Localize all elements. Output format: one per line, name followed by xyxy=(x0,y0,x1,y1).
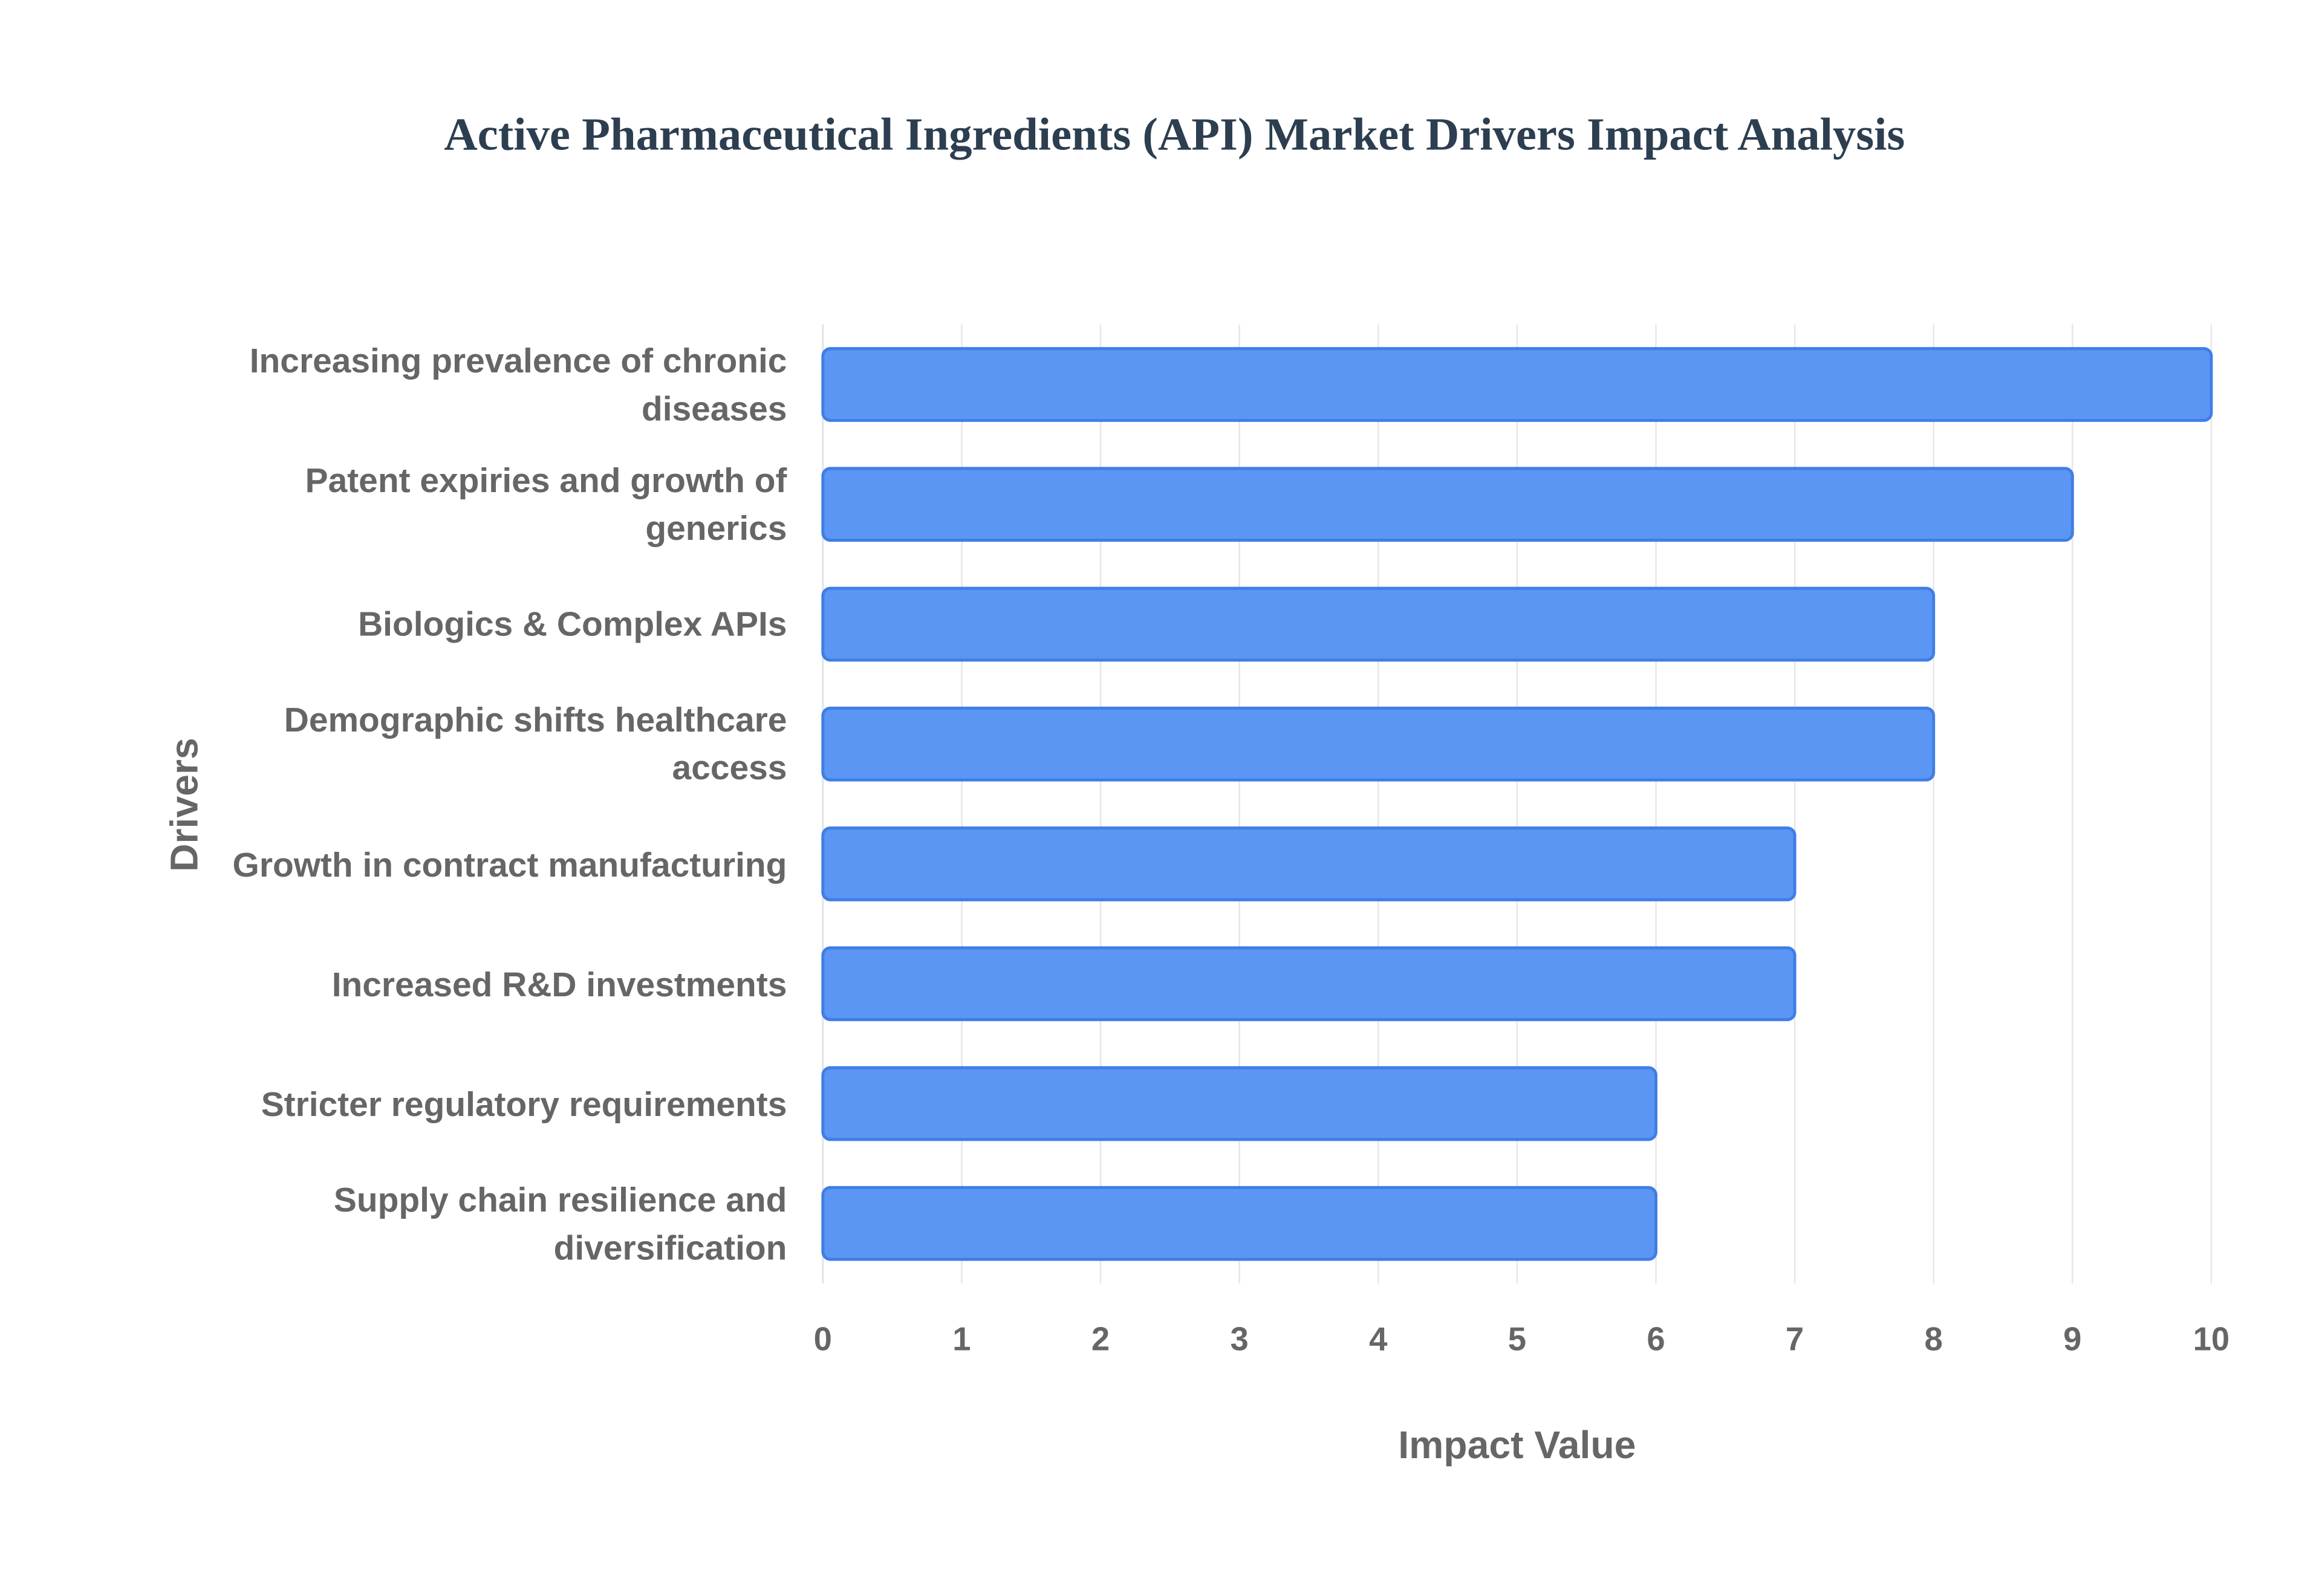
bar xyxy=(821,1066,1657,1141)
bar xyxy=(821,706,1936,782)
y-tick-label: Stricter regulatory requirements xyxy=(261,1084,787,1123)
x-tick-label: 0 xyxy=(814,1321,832,1358)
x-tick-label: 3 xyxy=(1231,1321,1249,1358)
x-tick-label: 5 xyxy=(1508,1321,1526,1358)
x-tick-label: 9 xyxy=(2063,1321,2081,1358)
bar xyxy=(821,586,1936,662)
y-tick-label-box: Growth in contract manufacturing xyxy=(232,844,787,884)
y-tick-label: Biologics & Complex APIs xyxy=(358,605,787,644)
y-tick-label-box: Patent expiries and growth of generics xyxy=(305,461,787,548)
bar xyxy=(821,946,1797,1022)
y-tick-label: Demographic shifts healthcare access xyxy=(284,701,787,788)
bar xyxy=(821,467,2074,542)
y-tick-label-box: Increased R&D investments xyxy=(331,964,787,1004)
y-tick-label-box: Stricter regulatory requirements xyxy=(261,1084,787,1123)
y-tick-label-box: Supply chain resilience and diversificat… xyxy=(333,1180,787,1267)
x-tick-label: 1 xyxy=(952,1321,971,1358)
y-tick-label-box: Demographic shifts healthcare access xyxy=(284,701,787,788)
x-tick-label: 10 xyxy=(2193,1321,2230,1358)
x-tick-label: 7 xyxy=(1786,1321,1804,1358)
bar xyxy=(821,347,2213,422)
y-tick-label: Increasing prevalence of chronic disease… xyxy=(249,341,787,428)
y-tick-label: Increased R&D investments xyxy=(331,964,787,1004)
y-tick-label: Supply chain resilience and diversificat… xyxy=(333,1180,787,1267)
y-tick-label: Growth in contract manufacturing xyxy=(232,844,787,884)
bar xyxy=(821,1186,1657,1261)
y-tick-label-box: Increasing prevalence of chronic disease… xyxy=(249,341,787,428)
chart-title: Active Pharmaceutical Ingredients (API) … xyxy=(444,109,1905,160)
x-tick-label: 2 xyxy=(1091,1321,1110,1358)
bar xyxy=(821,826,1797,901)
x-tick-label: 8 xyxy=(1925,1321,1943,1358)
y-axis-title: Drivers xyxy=(162,738,206,872)
x-axis-title: Impact Value xyxy=(1398,1423,1636,1467)
y-tick-label: Patent expiries and growth of generics xyxy=(305,461,787,548)
x-tick-label: 6 xyxy=(1647,1321,1665,1358)
y-tick-label-box: Biologics & Complex APIs xyxy=(358,605,787,644)
x-tick-label: 4 xyxy=(1369,1321,1387,1358)
